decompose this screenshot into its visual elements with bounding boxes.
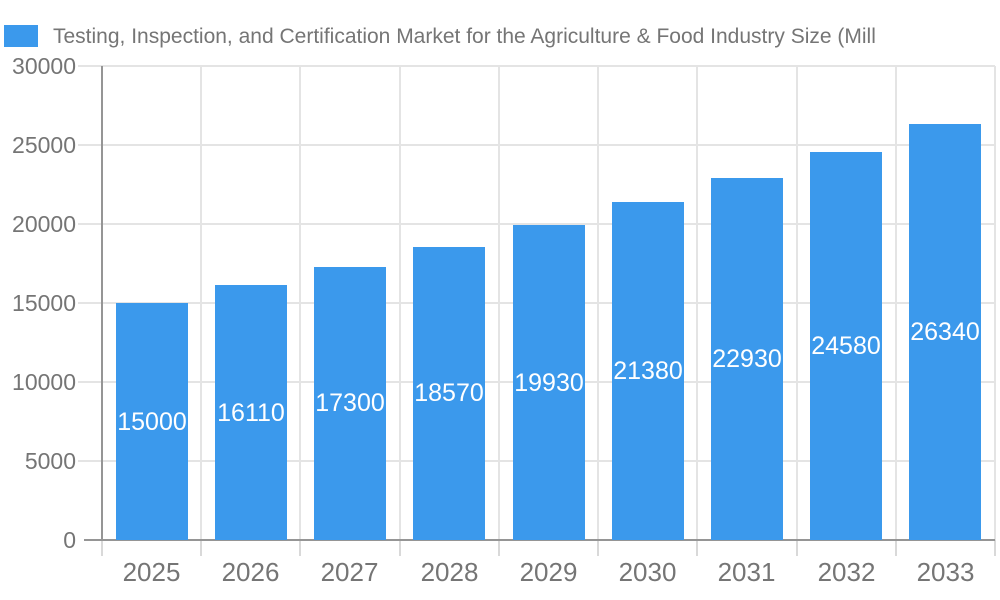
x-axis-tick-label: 2030 [618,557,677,587]
gridline-vertical [597,66,599,540]
x-axis-tick-label: 2029 [519,557,578,587]
y-axis-line [101,66,103,540]
x-axis-tick [498,540,500,556]
gridline-vertical [200,66,202,540]
bar-value-label: 18570 [414,379,484,407]
gridline-vertical [498,66,500,540]
legend-series-label: Testing, Inspection, and Certification M… [53,25,876,48]
y-axis-tick-label: 20000 [12,211,76,237]
y-axis-tick-label: 5000 [24,448,76,474]
bar[interactable] [711,178,783,540]
y-axis-tick-label: 25000 [12,132,76,158]
x-axis-tick-label: 2026 [221,557,280,587]
x-axis-tick-label: 2027 [320,557,379,587]
x-axis-tick [597,540,599,556]
bar[interactable] [413,247,485,540]
gridline-vertical [696,66,698,540]
bar-value-label: 19930 [514,369,584,397]
gridline-horizontal [78,65,995,67]
y-axis-tick-label: 30000 [12,53,76,79]
gridline-vertical [299,66,301,540]
x-axis-tick-label: 2033 [916,557,975,587]
x-axis-tick [399,540,401,556]
legend-color-swatch [4,25,38,47]
x-axis-tick [796,540,798,556]
gridline-horizontal [78,144,995,146]
x-axis-tick-label: 2031 [717,557,776,587]
y-axis-tick-label: 10000 [12,369,76,395]
x-axis-tick [299,540,301,556]
bar-value-label: 22930 [712,345,782,373]
bar-value-label: 16110 [217,399,285,427]
x-axis-tick-label: 2025 [122,557,181,587]
gridline-horizontal [78,223,995,225]
bar[interactable] [810,152,882,540]
x-axis-tick [101,540,103,556]
chart-legend: Testing, Inspection, and Certification M… [0,0,1000,58]
gridline-vertical [796,66,798,540]
bar[interactable] [215,285,287,540]
gridline-vertical [994,66,996,540]
bar[interactable] [314,267,386,540]
bar-value-label: 15000 [117,408,187,436]
x-axis-tick [200,540,202,556]
bar-value-label: 26340 [910,318,980,346]
y-axis-tick-label: 15000 [12,290,76,316]
bar[interactable] [116,303,188,540]
x-axis-tick-label: 2032 [817,557,876,587]
x-axis-tick [895,540,897,556]
bar-value-label: 21380 [613,357,683,385]
bar-value-label: 24580 [811,332,881,360]
bar[interactable] [909,124,981,540]
x-axis-line [84,539,995,541]
x-axis-tick [696,540,698,556]
gridline-vertical [399,66,401,540]
bar[interactable] [513,225,585,540]
x-axis-tick [994,540,996,556]
y-axis-tick-label: 0 [63,527,76,553]
bar-value-label: 17300 [315,389,385,417]
bar[interactable] [612,202,684,540]
x-axis-tick-label: 2028 [420,557,479,587]
gridline-vertical [895,66,897,540]
